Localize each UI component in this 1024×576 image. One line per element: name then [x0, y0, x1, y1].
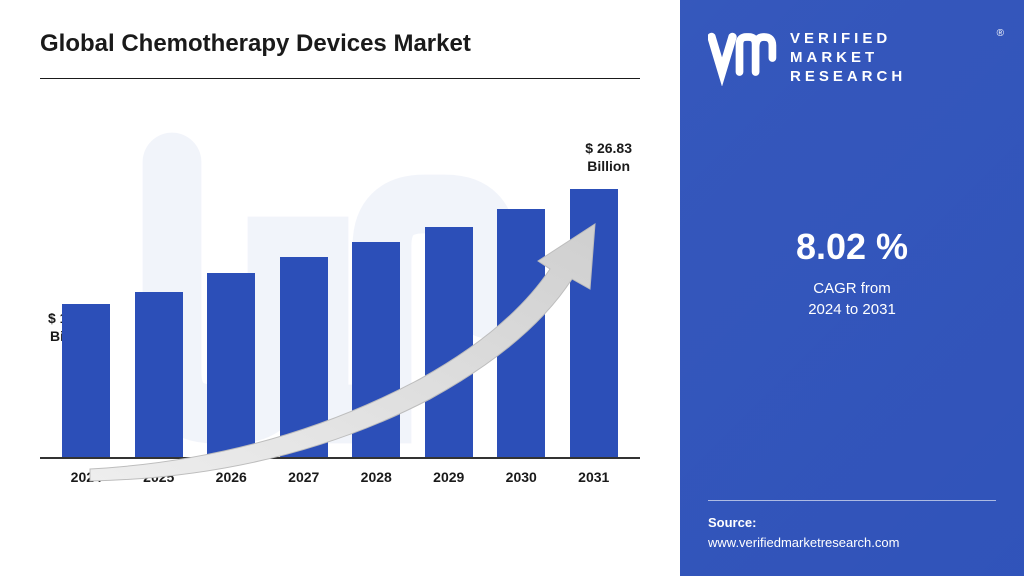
bar [135, 292, 183, 457]
bar-2031: 2031 [564, 189, 624, 457]
bar-2024: 2024 [56, 304, 116, 457]
page-title: Global Chemotherapy Devices Market [40, 30, 640, 58]
bar-x-label: 2026 [216, 469, 247, 485]
brand-logo: VERIFIED MARKET RESEARCH [708, 30, 996, 86]
bar-x-label: 2025 [143, 469, 174, 485]
sidebar-panel: ® VERIFIED MARKET RESEARCH 8.02 % CAGR f… [680, 0, 1024, 576]
cagr-label: CAGR from 2024 to 2031 [708, 278, 996, 320]
bar [497, 209, 545, 457]
bars-container: 20242025202620272028202920302031 [40, 119, 640, 459]
chart-panel: Global Chemotherapy Devices Market $ 15.… [0, 0, 680, 576]
bar-x-label: 2030 [506, 469, 537, 485]
bar-chart: $ 15.31 Billion $ 26.83 Billion 20242025… [40, 119, 640, 519]
cagr-block: 8.02 % CAGR from 2024 to 2031 [708, 226, 996, 320]
bar-x-label: 2029 [433, 469, 464, 485]
source-block: Source: www.verifiedmarketresearch.com [708, 500, 996, 552]
bar [425, 227, 473, 457]
bar-2025: 2025 [129, 292, 189, 457]
bar [62, 304, 110, 457]
bar-x-label: 2031 [578, 469, 609, 485]
bar [570, 189, 618, 457]
title-underline [40, 78, 640, 79]
bar-x-label: 2028 [361, 469, 392, 485]
bar-x-label: 2024 [71, 469, 102, 485]
source-url: www.verifiedmarketresearch.com [708, 533, 996, 553]
registered-mark: ® [997, 28, 1004, 39]
bar-2030: 2030 [491, 209, 551, 457]
brand-text: VERIFIED MARKET RESEARCH [790, 30, 906, 86]
bar-2027: 2027 [274, 257, 334, 457]
cagr-value: 8.02 % [708, 226, 996, 268]
source-title: Source: [708, 513, 996, 533]
bar [352, 242, 400, 457]
bar-2028: 2028 [346, 242, 406, 457]
vm-logo-icon [708, 30, 778, 86]
bar-2026: 2026 [201, 273, 261, 457]
bar-2029: 2029 [419, 227, 479, 457]
bar [207, 273, 255, 457]
bar [280, 257, 328, 457]
bar-x-label: 2027 [288, 469, 319, 485]
